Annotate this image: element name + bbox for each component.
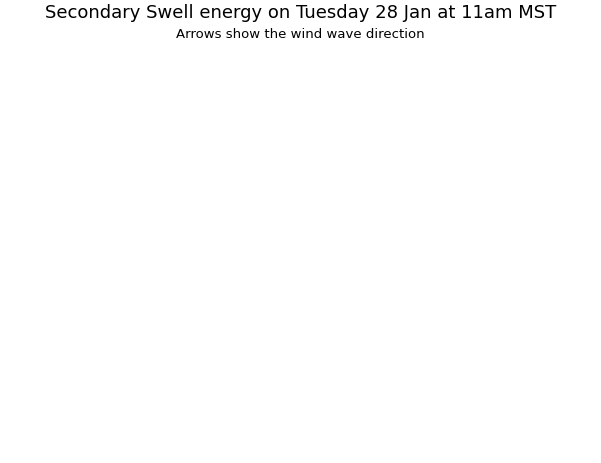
Text: Arrows show the wind wave direction: Arrows show the wind wave direction bbox=[176, 28, 425, 41]
Text: Secondary Swell energy on Tuesday 28 Jan at 11am MST: Secondary Swell energy on Tuesday 28 Jan… bbox=[45, 4, 556, 22]
Text: cartopy required: cartopy required bbox=[243, 246, 358, 260]
